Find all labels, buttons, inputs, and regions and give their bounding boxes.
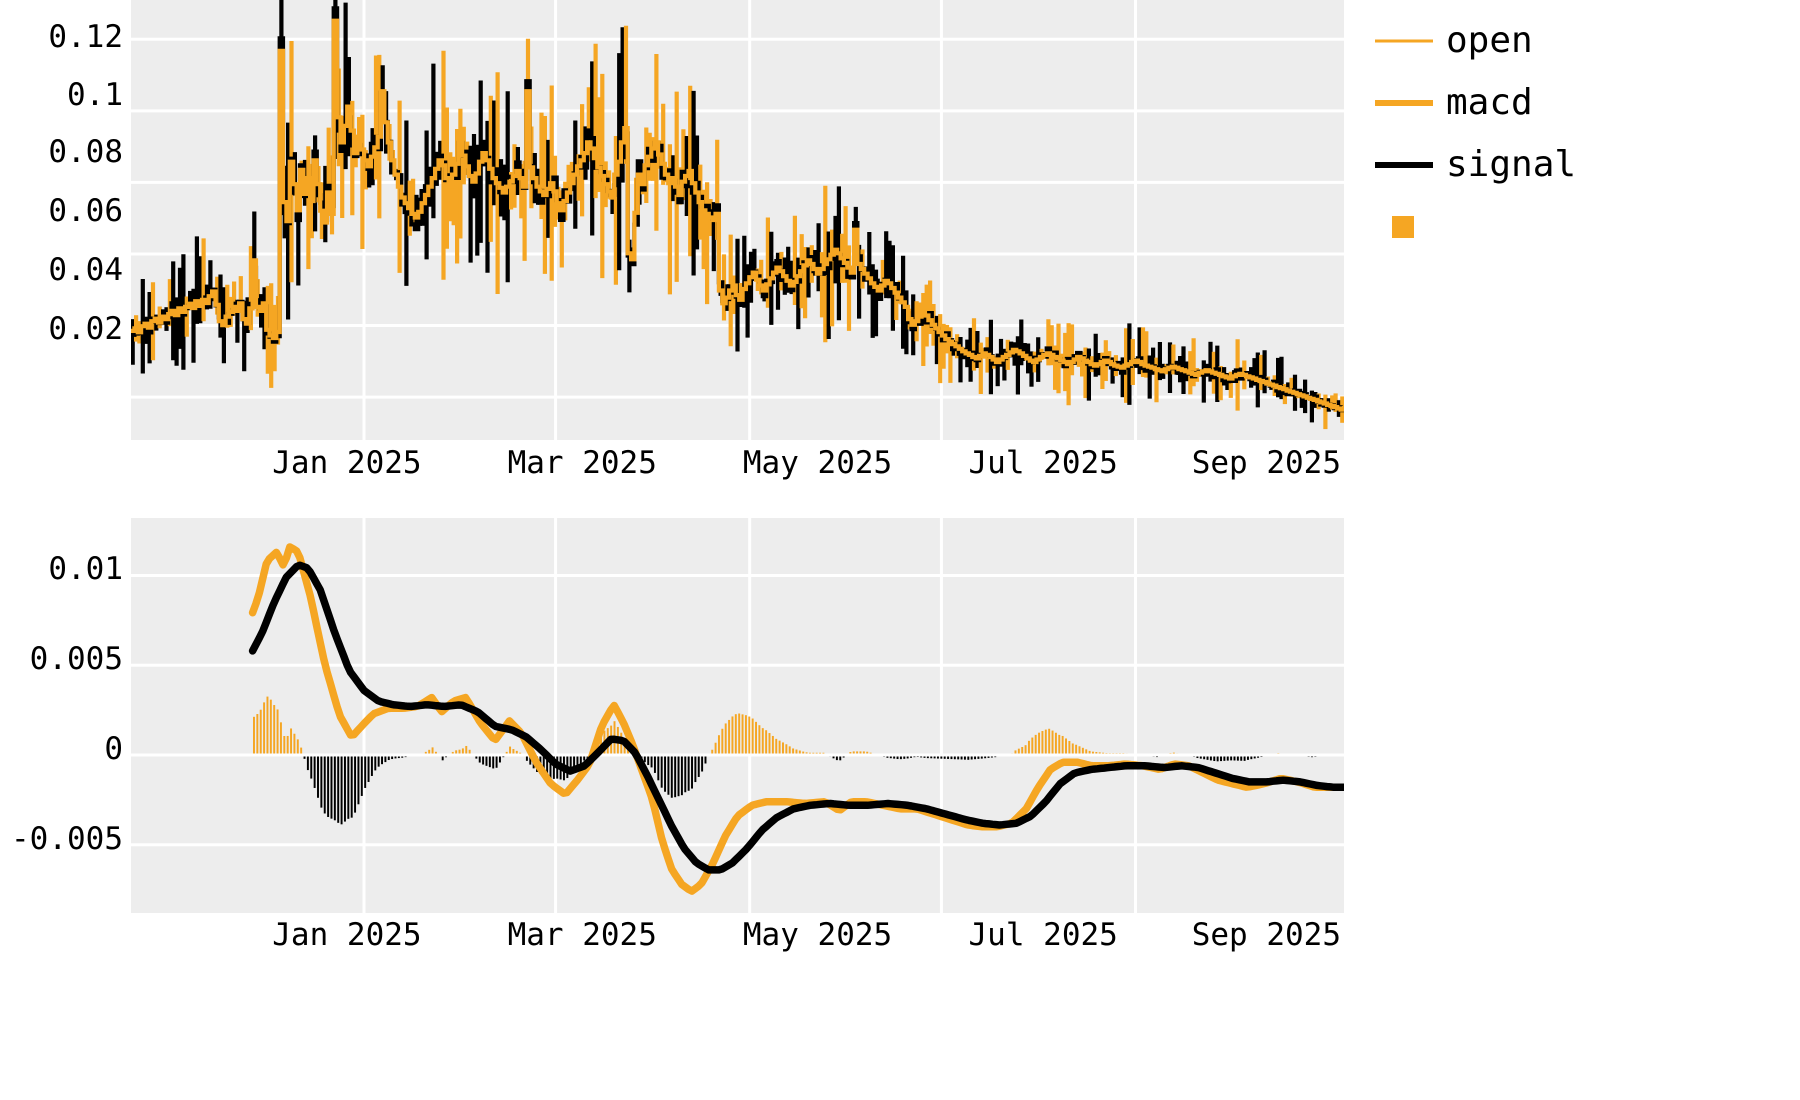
macd-xtick-2: May 2025 bbox=[742, 917, 893, 953]
macd-ytick-1: 0.005 bbox=[29, 641, 123, 677]
price-xtick-4: Sep 2025 bbox=[1191, 445, 1342, 481]
macd-plot-svg bbox=[131, 518, 1344, 913]
price-ytick-2: 0.08 bbox=[48, 134, 123, 170]
legend-label-signal: signal bbox=[1446, 144, 1577, 185]
macd-ytick-2: 0 bbox=[104, 731, 123, 767]
price-x-axis: Jan 2025 Mar 2025 May 2025 Jul 2025 Sep … bbox=[131, 448, 1344, 492]
macd-plot-area bbox=[131, 518, 1344, 913]
macd-ytick-0: 0.01 bbox=[48, 551, 123, 587]
chart-legend: open macd signal bbox=[1372, 10, 1792, 258]
legend-item-signal[interactable]: signal bbox=[1372, 134, 1792, 196]
price-xtick-1: Mar 2025 bbox=[507, 445, 657, 481]
legend-item-histogram[interactable] bbox=[1372, 196, 1792, 258]
macd-xtick-4: Sep 2025 bbox=[1191, 917, 1342, 953]
macd-x-axis: Jan 2025 Mar 2025 May 2025 Jul 2025 Sep … bbox=[131, 920, 1344, 964]
legend-key-histogram-icon bbox=[1372, 210, 1436, 244]
price-ytick-3: 0.06 bbox=[48, 193, 123, 229]
macd-ytick-3: -0.005 bbox=[11, 821, 123, 857]
price-ytick-0: 0.12 bbox=[48, 19, 123, 55]
legend-key-signal-icon bbox=[1372, 148, 1436, 182]
price-plot-svg bbox=[131, 0, 1344, 440]
price-xtick-0: Jan 2025 bbox=[272, 445, 422, 481]
macd-chart-panel: 0.01 0.005 0 -0.005 Jan 2025 Mar 2025 Ma… bbox=[0, 500, 1800, 1100]
legend-label-open: open bbox=[1446, 20, 1533, 61]
macd-xtick-3: Jul 2025 bbox=[968, 917, 1118, 953]
macd-xtick-0: Jan 2025 bbox=[272, 917, 422, 953]
price-ytick-4: 0.04 bbox=[48, 252, 123, 288]
price-xtick-3: Jul 2025 bbox=[968, 445, 1118, 481]
price-plot-area bbox=[131, 0, 1344, 440]
legend-item-open[interactable]: open bbox=[1372, 10, 1792, 72]
macd-xtick-1: Mar 2025 bbox=[507, 917, 657, 953]
price-chart-panel: 0.12 0.1 0.08 0.06 0.04 0.02 Jan 2025 Ma… bbox=[0, 0, 1800, 500]
price-ytick-1: 0.1 bbox=[67, 77, 123, 113]
price-xtick-2: May 2025 bbox=[742, 445, 893, 481]
legend-key-open-icon bbox=[1372, 24, 1436, 58]
legend-item-macd[interactable]: macd bbox=[1372, 72, 1792, 134]
legend-key-macd-icon bbox=[1372, 86, 1436, 120]
legend-label-macd: macd bbox=[1446, 82, 1533, 123]
price-ytick-5: 0.02 bbox=[48, 311, 123, 347]
